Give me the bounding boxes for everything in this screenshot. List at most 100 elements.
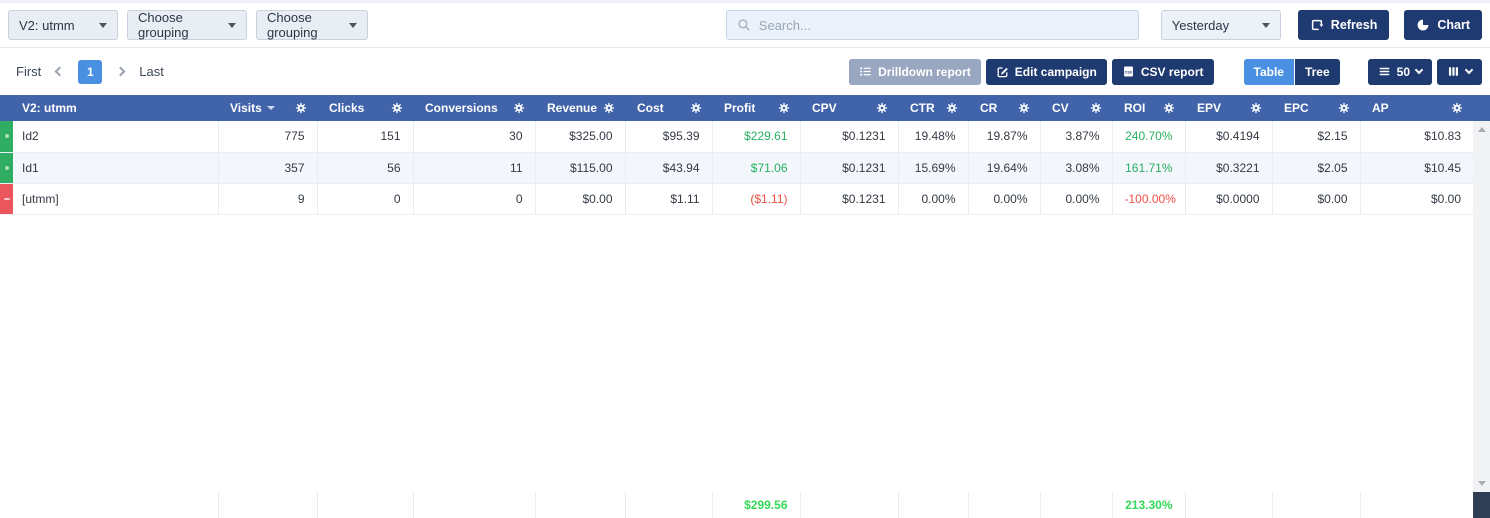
search-input[interactable] (758, 17, 1128, 33)
cell-epc: $2.15 (1271, 121, 1360, 153)
chevron-right-icon[interactable] (115, 66, 126, 77)
report-controls-bar: First 1 Last Drilldown report Edit (0, 48, 1490, 95)
date-range-value: Yesterday (1171, 17, 1230, 33)
header-label: EPV (1197, 101, 1222, 115)
header-label: Clicks (329, 101, 365, 115)
total-visits: 1,141 (217, 492, 317, 518)
total-label: Total (0, 492, 218, 518)
action-buttons: Drilldown report Edit campaign CSV CSV r… (849, 58, 1482, 85)
cell-cost: $43.94 (624, 152, 712, 184)
column-header-cost[interactable]: Cost (625, 95, 712, 121)
status-indicator-negative (0, 183, 13, 214)
cell-visits: 775 (217, 121, 317, 153)
csv-report-button[interactable]: CSV CSV report (1111, 58, 1214, 85)
column-header-roi[interactable]: ROI (1112, 95, 1185, 121)
table-row[interactable]: Id1 357 56 11 $115.00 $43.94 $71.06 $0.1… (0, 152, 1473, 184)
column-header-ap[interactable]: AP (1360, 95, 1473, 121)
view-table-toggle[interactable]: Table (1243, 58, 1294, 85)
table-row[interactable]: Id2 775 151 30 $325.00 $95.39 $229.61 $0… (0, 121, 1473, 153)
column-header-cpv[interactable]: CPV (800, 95, 898, 121)
scroll-up-icon[interactable] (1477, 127, 1486, 132)
gear-icon[interactable] (295, 102, 307, 114)
cell-conversions: 0 (412, 183, 535, 215)
column-header-ctr[interactable]: CTR (898, 95, 968, 121)
header-label: Cost (637, 101, 664, 115)
hamburger-icon (1379, 67, 1390, 76)
refresh-icon (1311, 19, 1323, 31)
column-header-conversions[interactable]: Conversions (413, 95, 535, 121)
gear-icon[interactable] (513, 102, 525, 114)
cell-cost: $95.39 (624, 121, 712, 153)
view-tree-toggle[interactable]: Tree (1294, 58, 1340, 85)
gear-icon[interactable] (391, 102, 403, 114)
gear-icon[interactable] (946, 102, 958, 114)
cell-cr: 19.64% (967, 152, 1040, 184)
vertical-scrollbar[interactable] (1473, 121, 1490, 492)
edit-campaign-button[interactable]: Edit campaign (985, 58, 1107, 85)
column-header-revenue[interactable]: Revenue (535, 95, 625, 121)
total-epv: $0.3856 (1184, 492, 1272, 518)
gear-icon[interactable] (1163, 102, 1175, 114)
cell-ap: $0.00 (1359, 183, 1473, 215)
column-header-clicks[interactable]: Clicks (317, 95, 413, 121)
grouping-dropdown-2[interactable]: Choose grouping (256, 10, 368, 40)
grouping-2-value: Choose grouping (267, 10, 318, 40)
report-table: V2: utmm Visits Clicks Conversions (0, 95, 1473, 215)
column-header-cv[interactable]: CV (1040, 95, 1112, 121)
column-header-epc[interactable]: EPC (1272, 95, 1360, 121)
cell-visits: 357 (217, 152, 317, 184)
scroll-down-icon[interactable] (1477, 481, 1486, 486)
pagination-last[interactable]: Last (139, 64, 164, 79)
sort-desc-icon (266, 106, 275, 110)
column-header-cr[interactable]: CR (968, 95, 1040, 121)
list-icon (860, 67, 871, 76)
grouping-dropdown-1[interactable]: Choose grouping (127, 10, 247, 40)
cell-clicks: 56 (316, 152, 413, 184)
header-label: CTR (910, 101, 935, 115)
total-bar: Total 1,141 207 41 $440.00 $140.44 $299.… (0, 492, 1490, 518)
edit-campaign-label: Edit campaign (1014, 64, 1097, 79)
column-header-epv[interactable]: EPV (1185, 95, 1272, 121)
gear-icon[interactable] (603, 102, 615, 114)
search-box (725, 10, 1139, 40)
cell-roi: 240.70% (1111, 121, 1185, 153)
cell-clicks: 151 (316, 121, 413, 153)
drilldown-report-button[interactable]: Drilldown report (849, 58, 981, 85)
gear-icon[interactable] (690, 102, 702, 114)
total-cv: 3.59% (1039, 492, 1112, 518)
variable-filter-dropdown[interactable]: V2: utmm (8, 10, 118, 40)
refresh-label: Refresh (1330, 18, 1378, 32)
cell-cost: $1.11 (624, 183, 712, 215)
pagination-first[interactable]: First (16, 64, 42, 79)
cell-cpv: $0.1231 (799, 121, 898, 153)
gear-icon[interactable] (1090, 102, 1102, 114)
column-header-visits[interactable]: Visits (218, 95, 317, 121)
gear-icon[interactable] (1018, 102, 1030, 114)
cell-cv: 3.08% (1039, 152, 1112, 184)
total-epc: $2.13 (1271, 492, 1360, 518)
column-header-label[interactable]: V2: utmm (0, 95, 218, 121)
status-indicator-positive (0, 121, 13, 152)
gear-icon[interactable] (876, 102, 888, 114)
search-icon (738, 19, 750, 31)
gear-icon[interactable] (1338, 102, 1350, 114)
pagination-page-1[interactable]: 1 (78, 59, 103, 84)
drilldown-label: Drilldown report (878, 64, 971, 79)
gear-icon[interactable] (778, 102, 790, 114)
column-header-profit[interactable]: Profit (712, 95, 800, 121)
rows-per-page-dropdown[interactable]: 50 (1367, 58, 1432, 85)
total-profit: $299.56 (711, 492, 800, 518)
columns-dropdown[interactable] (1437, 58, 1482, 85)
date-range-dropdown[interactable]: Yesterday (1160, 10, 1281, 40)
total-row: Total 1,141 207 41 $440.00 $140.44 $299.… (0, 492, 1473, 518)
caret-down-icon (349, 22, 357, 28)
refresh-button[interactable]: Refresh (1297, 10, 1390, 40)
table-row[interactable]: [utmm] 9 0 0 $0.00 $1.11 ($1.11) $0.1231… (0, 183, 1473, 215)
gear-icon[interactable] (1451, 102, 1463, 114)
chart-button[interactable]: Chart (1404, 10, 1482, 40)
csv-report-label: CSV report (1140, 64, 1204, 79)
chevron-left-icon[interactable] (54, 66, 65, 77)
rows-per-page-value: 50 (1396, 64, 1410, 79)
gear-icon[interactable] (1250, 102, 1262, 114)
